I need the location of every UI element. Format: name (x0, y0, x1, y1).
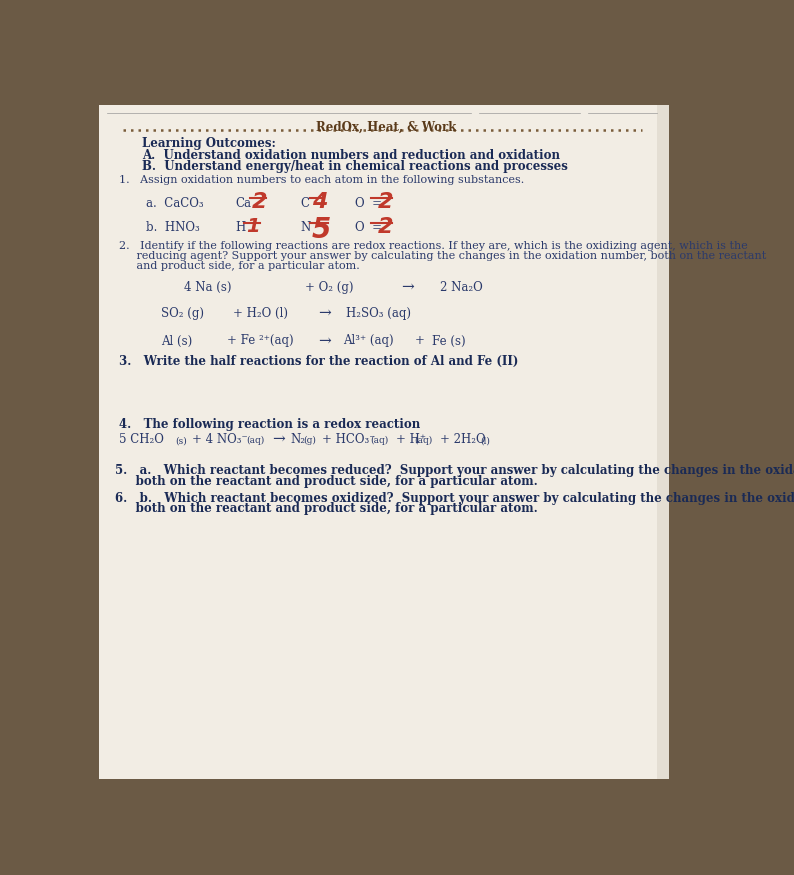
Text: +: + (414, 334, 425, 347)
Text: + HCO₃⁻: + HCO₃⁻ (322, 433, 376, 446)
Text: (s): (s) (175, 436, 187, 445)
Text: (aq): (aq) (246, 436, 264, 445)
Text: 2: 2 (378, 192, 394, 212)
Text: (g): (g) (303, 436, 316, 445)
Text: (aq): (aq) (371, 436, 389, 445)
Bar (657, 105, 669, 779)
Text: 2: 2 (252, 192, 268, 212)
Text: 1: 1 (245, 217, 260, 235)
Text: 1.   Assign oxidation numbers to each atom in the following substances.: 1. Assign oxidation numbers to each atom… (118, 175, 524, 186)
Text: reducing agent? Support your answer by calculating the changes in the oxidation : reducing agent? Support your answer by c… (118, 250, 766, 261)
Text: 4.   The following reaction is a redox reaction: 4. The following reaction is a redox rea… (118, 417, 420, 430)
Text: a.  CaCO₃: a. CaCO₃ (146, 197, 203, 210)
Text: SO₂ (g): SO₂ (g) (161, 307, 204, 319)
Text: →: → (272, 433, 285, 447)
Text: 5 CH₂O: 5 CH₂O (118, 433, 164, 446)
Text: O  =: O = (355, 221, 382, 234)
Text: Al (s): Al (s) (161, 334, 192, 347)
Text: + Fe ²⁺(aq): + Fe ²⁺(aq) (227, 334, 294, 347)
Text: both on the reactant and product side, for a particular atom.: both on the reactant and product side, f… (115, 474, 538, 487)
Text: Al³⁺ (aq): Al³⁺ (aq) (343, 334, 394, 347)
Text: Learning Outcomes:: Learning Outcomes: (142, 137, 276, 150)
Text: →: → (402, 281, 414, 295)
Text: 6.   b.   Which reactant becomes oxidized?  Support your answer by calculating t: 6. b. Which reactant becomes oxidized? S… (115, 492, 794, 505)
Text: 3.   Write the half reactions for the reaction of Al and Fe (II): 3. Write the half reactions for the reac… (118, 354, 518, 367)
Text: A.  Understand oxidation numbers and reduction and oxidation: A. Understand oxidation numbers and redu… (142, 149, 560, 162)
Text: + O₂ (g): + O₂ (g) (305, 281, 353, 293)
Text: 2.   Identify if the following reactions are redox reactions. If they are, which: 2. Identify if the following reactions a… (118, 241, 747, 250)
Text: + H₂O (l): + H₂O (l) (233, 307, 287, 319)
Text: H₂SO₃ (aq): H₂SO₃ (aq) (345, 307, 410, 319)
Text: and product side, for a particular atom.: and product side, for a particular atom. (118, 261, 360, 270)
Text: + 4 NO₃⁻: + 4 NO₃⁻ (192, 433, 248, 446)
Text: N₂: N₂ (291, 433, 306, 446)
Text: 2: 2 (378, 217, 394, 236)
Text: + H⁺: + H⁺ (396, 433, 426, 446)
Text: Ca: Ca (235, 197, 251, 210)
Text: 5: 5 (311, 216, 331, 244)
Text: 5.   a.   Which reactant becomes reduced?  Support your answer by calculating th: 5. a. Which reactant becomes reduced? Su… (115, 464, 794, 477)
Text: 4 Na (s): 4 Na (s) (184, 281, 232, 293)
Text: 4: 4 (311, 192, 327, 212)
Text: RedOx, Heat, & Work: RedOx, Heat, & Work (316, 121, 457, 133)
Text: (aq): (aq) (414, 436, 433, 445)
Text: →: → (318, 307, 331, 321)
Text: (l): (l) (480, 436, 491, 445)
Text: Fe (s): Fe (s) (433, 334, 466, 347)
Text: →: → (318, 334, 331, 348)
Text: C: C (301, 197, 310, 210)
Text: H: H (235, 221, 245, 234)
Text: O  =: O = (355, 197, 382, 210)
Text: B.  Understand energy/heat in chemical reactions and processes: B. Understand energy/heat in chemical re… (142, 159, 568, 172)
Text: b.  HNO₃: b. HNO₃ (146, 221, 199, 234)
Text: both on the reactant and product side, for a particular atom.: both on the reactant and product side, f… (115, 502, 538, 515)
Text: 2 Na₂O: 2 Na₂O (440, 281, 483, 293)
Text: N: N (301, 221, 311, 234)
Text: + 2H₂O: + 2H₂O (440, 433, 486, 446)
